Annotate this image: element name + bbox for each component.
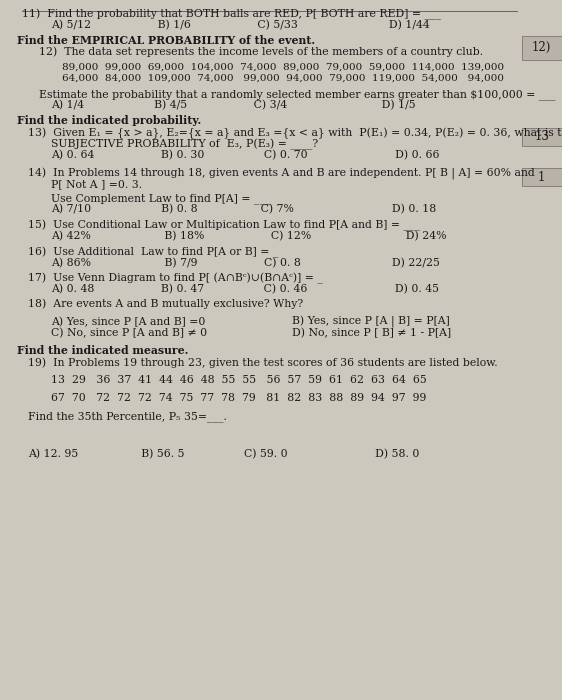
Text: 13: 13 (534, 130, 549, 143)
Text: Find the 35th Percentile, P₅ 35=___.: Find the 35th Percentile, P₅ 35=___. (28, 412, 227, 422)
Text: A) 7/10                    B) 0. 8                  C) 7%                       : A) 7/10 B) 0. 8 C) 7% (51, 204, 436, 215)
Text: Find the indicated measure.: Find the indicated measure. (17, 345, 188, 356)
Text: SUBJECTIVE PROBABILITY of  E₃, P(E₃) = ____?: SUBJECTIVE PROBABILITY of E₃, P(E₃) = __… (51, 139, 318, 150)
Text: 64,000  84,000  109,000  74,000   99,000  94,000  79,000  119,000  54,000   94,0: 64,000 84,000 109,000 74,000 99,000 94,0… (62, 74, 504, 83)
Text: A) 12. 95                  B) 56. 5                 C) 59. 0                    : A) 12. 95 B) 56. 5 C) 59. 0 (28, 449, 419, 460)
Text: 67  70   72  72  72  74  75  77  78  79   81  82  83  88  89  94  97  99: 67 70 72 72 72 74 75 77 78 79 81 82 83 8… (51, 393, 426, 403)
Text: A) 1/4                    B) 4/5                   C) 3/4                       : A) 1/4 B) 4/5 C) 3/4 (51, 100, 415, 111)
Text: 16)  Use Additional  Law to find P[A or B] = _: 16) Use Additional Law to find P[A or B]… (28, 246, 279, 258)
Text: 18)  Are events A and B mutually exclusive? Why?: 18) Are events A and B mutually exclusiv… (28, 299, 303, 309)
FancyBboxPatch shape (522, 168, 562, 186)
Text: A) 0. 64                   B) 0. 30                 C) 0. 70                    : A) 0. 64 B) 0. 30 C) 0. 70 (51, 150, 439, 160)
Text: A) Yes, since P [A and B] =0: A) Yes, since P [A and B] =0 (51, 316, 205, 327)
Text: Estimate the probability that a randomly selected member earns greater than $100: Estimate the probability that a randomly… (39, 89, 556, 99)
FancyBboxPatch shape (522, 127, 562, 146)
Text: 1: 1 (538, 171, 546, 183)
Text: A) 86%                     B) 7/9                   C) 0. 8                     : A) 86% B) 7/9 C) 0. 8 (51, 258, 439, 268)
Text: A) 0. 48                   B) 0. 47                 C) 0. 46                    : A) 0. 48 B) 0. 47 C) 0. 46 (51, 284, 438, 294)
Text: Use Complement Law to find P[A] = ___: Use Complement Law to find P[A] = ___ (51, 193, 270, 204)
Text: 13)  Given E₁ = {x > a}, E₂={x = a} and E₃ ={x < a} with  P(E₁) = 0.34, P(E₂) = : 13) Given E₁ = {x > a}, E₂={x = a} and E… (28, 127, 562, 139)
Text: A) 5/12                   B) 1/6                   C) 5/33                      : A) 5/12 B) 1/6 C) 5/33 (51, 20, 429, 30)
Text: 17)  Use Venn Diagram to find P[ (A∩Bᶜ)∪(B∩Aᶜ)] = _: 17) Use Venn Diagram to find P[ (A∩Bᶜ)∪(… (28, 272, 323, 284)
Text: Find the EMPIRICAL PROBABILITY of the event.: Find the EMPIRICAL PROBABILITY of the ev… (17, 35, 315, 46)
Text: 12)  The data set represents the income levels of the members of a country club.: 12) The data set represents the income l… (39, 46, 483, 57)
Text: 15)  Use Conditional Law or Multipication Law to find P[A and B] = ___: 15) Use Conditional Law or Multipication… (28, 220, 420, 231)
Text: Find the indicated probability.: Find the indicated probability. (17, 116, 201, 127)
Text: B) Yes, since P [A | B] = P[A]: B) Yes, since P [A | B] = P[A] (292, 316, 450, 328)
Text: P[ Not A ] =0. 3.: P[ Not A ] =0. 3. (51, 179, 142, 189)
Text: 13  29   36  37  41  44  46  48  55  55   56  57  59  61  62  63  64  65: 13 29 36 37 41 44 46 48 55 55 56 57 59 6… (51, 375, 427, 385)
Text: D) No, since P [ B] ≠ 1 - P[A]: D) No, since P [ B] ≠ 1 - P[A] (292, 328, 451, 339)
Text: 89,000  99,000  69,000  104,000  74,000  89,000  79,000  59,000  114,000  139,00: 89,000 99,000 69,000 104,000 74,000 89,0… (62, 63, 504, 72)
Text: A) 42%                     B) 18%                   C) 12%                      : A) 42% B) 18% C) 12% (51, 231, 446, 241)
Text: C) No, since P [A and B] ≠ 0: C) No, since P [A and B] ≠ 0 (51, 328, 207, 339)
Text: 19)  In Problems 19 through 23, given the test scores of 36 students are listed : 19) In Problems 19 through 23, given the… (28, 357, 498, 368)
Text: 12): 12) (532, 41, 551, 54)
Text: 11)  Find the probability that BOTH balls are RED, P[ BOTH are RED] = ___: 11) Find the probability that BOTH balls… (22, 9, 442, 20)
FancyBboxPatch shape (522, 36, 562, 60)
Text: 14)  In Problems 14 through 18, given events A and B are independent. P[ B | A] : 14) In Problems 14 through 18, given eve… (28, 168, 535, 180)
